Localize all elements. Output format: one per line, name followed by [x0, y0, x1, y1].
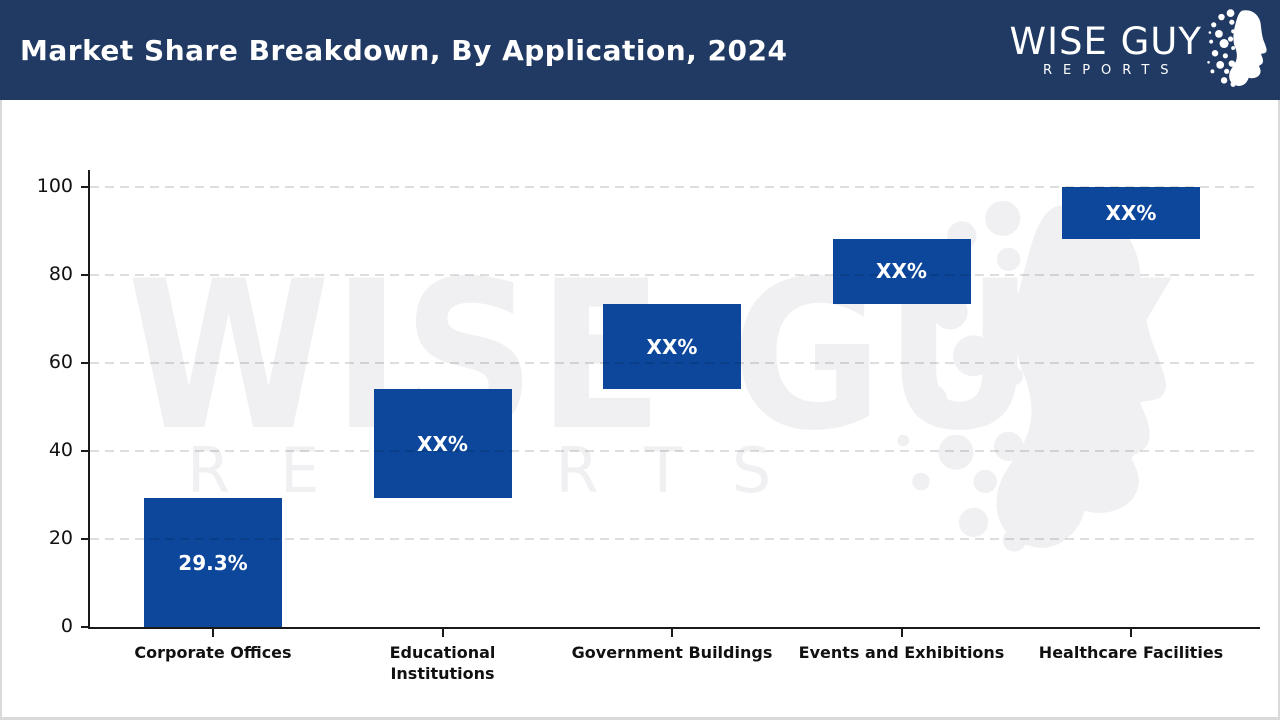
x-category-label-healthcare-facilities: Healthcare Facilities — [1038, 643, 1224, 662]
logo-subtitle: REPORTS — [1042, 63, 1180, 79]
y-axis-line — [88, 170, 90, 629]
bar-healthcare-facilities — [1062, 187, 1200, 239]
x-category-label-corporate-offices: Corporate Offices — [134, 643, 292, 662]
bar-government-buildings — [603, 303, 741, 390]
y-tick-mark — [81, 626, 90, 628]
x-tick-mark — [1130, 629, 1132, 637]
gridline-100 — [90, 186, 1260, 188]
gridline-20 — [90, 538, 1260, 540]
bar-value-label: XX% — [876, 259, 927, 284]
gridline-80 — [90, 274, 1260, 276]
y-tick-mark — [81, 186, 90, 188]
y-tick-label: 80 — [48, 263, 73, 285]
x-category-label-educational-institutions: Educational Institutions — [389, 643, 496, 683]
logo-wordmark: WISE GUY — [1009, 19, 1202, 63]
y-tick-label: 40 — [48, 439, 73, 461]
y-tick-mark — [81, 538, 90, 540]
y-tick-mark — [81, 274, 90, 276]
bar-value-label: XX% — [417, 431, 468, 456]
logo-text: WISE GUY REPORTS — [1009, 19, 1202, 79]
x-category-label-events-and-exhibitions: Events and Exhibitions — [798, 643, 1005, 662]
y-tick-label: 100 — [36, 175, 73, 197]
chart-area: WISE GUY REPORTS 02040608010029.3%Corpor… — [0, 100, 1280, 720]
y-tick-label: 60 — [48, 351, 73, 373]
gridline-40 — [90, 450, 1260, 452]
bar-educational-institutions — [373, 389, 512, 499]
bar-value-label: XX% — [1105, 200, 1157, 225]
header-bar: Market Share Breakdown, By Application, … — [0, 0, 1280, 100]
bar-events-and-exhibitions — [832, 238, 971, 304]
y-tick-label: 20 — [48, 527, 73, 549]
x-tick-mark — [671, 629, 673, 637]
y-tick-mark — [81, 362, 90, 364]
x-tick-mark — [900, 629, 903, 637]
x-tick-mark — [212, 629, 214, 637]
x-tick-mark — [441, 629, 444, 637]
bar-corporate-offices — [144, 498, 282, 627]
y-tick-mark — [81, 450, 90, 452]
page-title: Market Share Breakdown, By Application, … — [20, 33, 788, 67]
y-tick-label: 0 — [60, 615, 73, 637]
x-axis-line — [88, 627, 1260, 629]
bar-value-label: XX% — [646, 334, 698, 359]
gridline-60 — [90, 362, 1260, 364]
logo-face-icon — [1207, 9, 1267, 87]
x-category-label-government-buildings: Government Buildings — [571, 643, 773, 662]
wise-guy-reports-logo: WISE GUY REPORTS — [1010, 8, 1270, 92]
bar-value-label: 29.3% — [178, 550, 248, 575]
